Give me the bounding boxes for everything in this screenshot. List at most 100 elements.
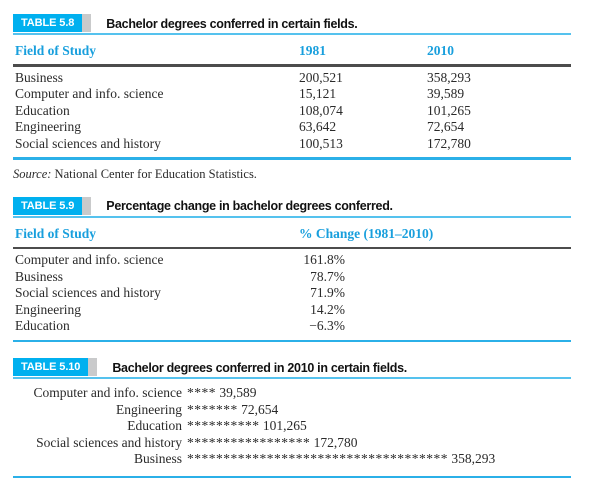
table-row: Computer and info. science 161.8%: [15, 252, 571, 269]
table-bottom-rule: [13, 339, 571, 342]
field-cell: Computer and info. science: [15, 252, 164, 267]
table-row: Social sciences and history 100,513 172,…: [15, 136, 571, 153]
header-rule: [13, 33, 571, 35]
field-cell: Engineering: [116, 401, 182, 417]
table-5-10: TABLE 5.10 Bachelor degrees conferred in…: [13, 358, 571, 478]
value-1981-cell: 108,074: [299, 102, 343, 118]
table-row: Computer and info. science 15,121 39,589: [15, 86, 571, 103]
change-cell: 14.2%: [310, 301, 345, 317]
table-title: Bachelor degrees conferred in certain fi…: [106, 16, 358, 31]
value-1981-cell: 15,121: [299, 86, 337, 101]
value-1981-cell: 63,642: [299, 119, 337, 134]
source-label: Source:: [13, 166, 52, 181]
value-cell: 172,780: [313, 434, 358, 450]
pictograph-row: Social sciences and history ************…: [13, 435, 571, 452]
col-percent-change: % Change (1981–2010): [299, 225, 434, 241]
table-bottom-rule: [13, 475, 571, 478]
header-rule: [13, 215, 571, 218]
spacer-cell: [345, 285, 571, 302]
value-2010-cell: 172,780: [427, 135, 471, 151]
field-cell: Business: [15, 268, 64, 284]
table-bottom-rule: [13, 157, 571, 160]
pictograph-row: Education ********** 101,265: [13, 418, 571, 435]
table-row: Business 78.7%: [15, 269, 571, 286]
column-headers: Field of Study % Change (1981–2010): [13, 218, 571, 247]
change-cell: −6.3%: [309, 318, 345, 333]
table-body: Business 200,521 358,293 Computer and in…: [13, 67, 571, 158]
bar-cell: ************************************ 358…: [182, 451, 571, 468]
table-badge: TABLE 5.10: [13, 358, 89, 376]
pictograph-row: Computer and info. science **** 39,589: [13, 385, 571, 402]
table-title: Bachelor degrees conferred in 2010 in ce…: [112, 360, 407, 375]
asterisk-bar: ****: [187, 385, 216, 400]
asterisk-bar: *******: [187, 401, 238, 417]
value-2010-cell: 72,654: [427, 119, 465, 134]
col-field-of-study: Field of Study: [15, 225, 97, 241]
field-cell: Social sciences and history: [15, 135, 161, 151]
change-cell: 161.8%: [303, 252, 345, 267]
value-1981-cell: 100,513: [299, 135, 343, 151]
table-5-8: TABLE 5.8 Bachelor degrees conferred in …: [13, 14, 571, 182]
badge-shadow: [82, 196, 92, 215]
value-1981-cell: 200,521: [299, 69, 343, 85]
badge-shadow: [82, 14, 92, 32]
asterisk-bar: **********: [187, 418, 260, 433]
col-2010: 2010: [427, 43, 454, 58]
table-5-8-header: TABLE 5.8 Bachelor degrees conferred in …: [13, 14, 571, 32]
spacer-cell: [345, 318, 571, 335]
textbook-page: TABLE 5.8 Bachelor degrees conferred in …: [13, 14, 571, 478]
field-cell: Social sciences and history: [36, 434, 182, 450]
table-5-9-header: TABLE 5.9 Percentage change in bachelor …: [13, 196, 571, 215]
pictograph-row: Business *******************************…: [13, 451, 571, 468]
change-cell: 71.9%: [310, 285, 345, 300]
header-rule: [13, 377, 571, 379]
field-cell: Business: [15, 69, 64, 85]
field-cell: Engineering: [15, 119, 81, 134]
table-row: Business 200,521 358,293: [15, 70, 571, 87]
bar-cell: **** 39,589: [182, 385, 571, 402]
field-cell: Education: [15, 318, 70, 333]
table-title: Percentage change in bachelor degrees co…: [106, 199, 393, 213]
field-cell: Education: [127, 418, 182, 433]
spacer-cell: [345, 302, 571, 319]
asterisk-bar: *****************: [187, 434, 311, 450]
field-cell: Business: [133, 451, 182, 466]
pictograph-row: Engineering ******* 72,654: [13, 402, 571, 419]
value-cell: 72,654: [241, 401, 279, 417]
table-row: Social sciences and history 71.9%: [15, 285, 571, 302]
col-field-of-study: Field of Study: [15, 43, 97, 58]
table-row: Education −6.3%: [15, 318, 571, 335]
table-badge: TABLE 5.9: [13, 196, 83, 215]
spacer-cell: [345, 269, 571, 286]
field-cell: Engineering: [15, 301, 81, 317]
field-cell: Social sciences and history: [15, 285, 161, 300]
asterisk-bar: ************************************: [187, 451, 448, 466]
value-2010-cell: 101,265: [427, 102, 471, 118]
table-row: Engineering 63,642 72,654: [15, 119, 571, 136]
source-note: Source: National Center for Education St…: [13, 167, 571, 182]
bar-cell: ***************** 172,780: [182, 435, 571, 452]
table-badge: TABLE 5.8: [13, 14, 83, 32]
value-cell: 39,589: [219, 385, 257, 400]
value-2010-cell: 39,589: [427, 86, 465, 101]
table-row: Education 108,074 101,265: [15, 103, 571, 120]
pictograph-body: Computer and info. science **** 39,589 E…: [13, 379, 571, 476]
column-header-rule: [13, 64, 571, 67]
source-text: National Center for Education Statistics…: [51, 166, 257, 181]
change-cell: 78.7%: [310, 268, 345, 284]
table-row: Engineering 14.2%: [15, 302, 571, 319]
table-5-10-header: TABLE 5.10 Bachelor degrees conferred in…: [13, 358, 571, 376]
value-cell: 358,293: [451, 451, 496, 466]
bar-cell: ********** 101,265: [182, 418, 571, 435]
field-cell: Computer and info. science: [33, 385, 182, 400]
field-cell: Education: [15, 102, 70, 118]
table-body: Computer and info. science 161.8% Busine…: [13, 249, 571, 340]
column-header-rule: [13, 246, 571, 249]
spacer-cell: [345, 252, 571, 269]
value-2010-cell: 358,293: [427, 69, 471, 85]
field-cell: Computer and info. science: [15, 86, 164, 101]
value-cell: 101,265: [262, 418, 307, 433]
badge-shadow: [88, 358, 98, 376]
col-1981: 1981: [299, 43, 326, 58]
column-headers: Field of Study 1981 2010: [13, 35, 571, 64]
